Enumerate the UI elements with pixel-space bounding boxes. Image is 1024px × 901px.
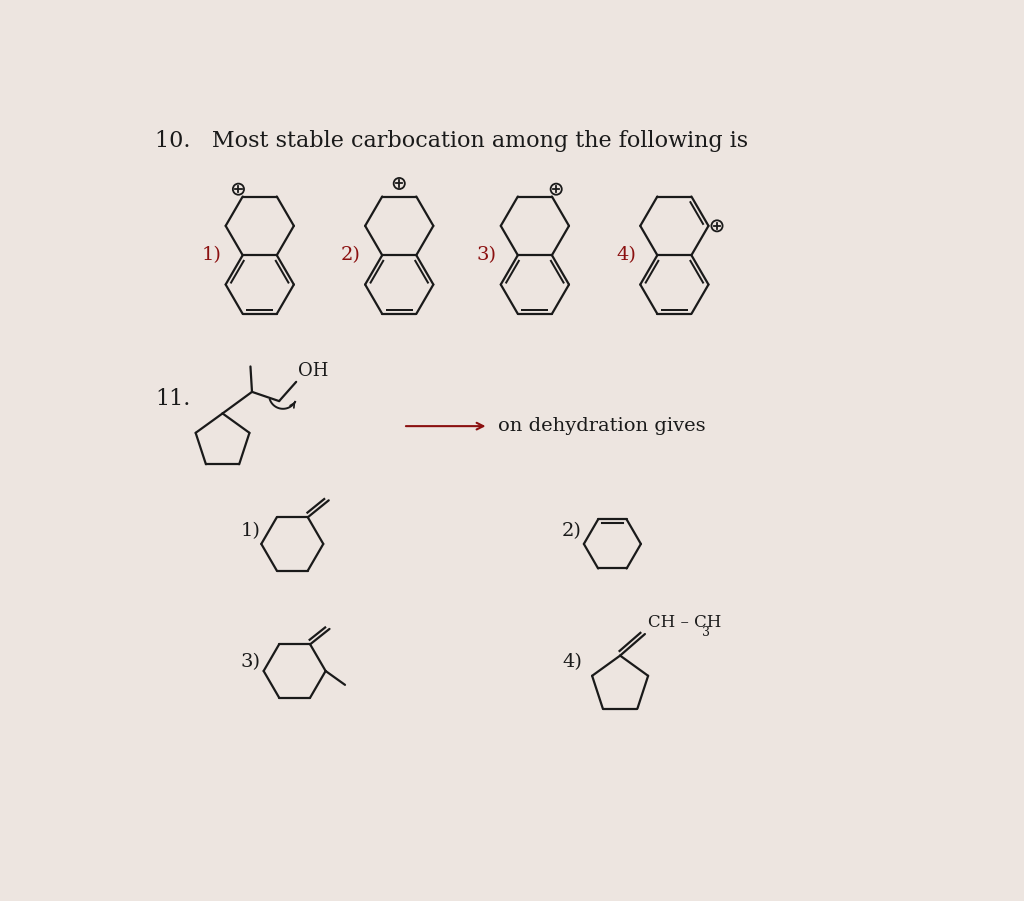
Text: 2): 2) [341, 246, 361, 264]
Text: OH: OH [298, 362, 328, 380]
Text: 11.: 11. [155, 387, 190, 410]
Text: 2): 2) [562, 522, 582, 540]
Text: 4): 4) [562, 652, 582, 670]
Text: 1): 1) [241, 522, 260, 540]
Text: on dehydration gives: on dehydration gives [499, 417, 707, 435]
Text: 3): 3) [477, 246, 497, 264]
Text: CH – CH: CH – CH [648, 614, 721, 631]
Text: 3: 3 [702, 626, 711, 640]
Text: 1): 1) [202, 246, 221, 264]
Text: 4): 4) [616, 246, 636, 264]
Text: 3): 3) [241, 652, 260, 670]
Text: 10.   Most stable carbocation among the following is: 10. Most stable carbocation among the fo… [155, 131, 749, 152]
